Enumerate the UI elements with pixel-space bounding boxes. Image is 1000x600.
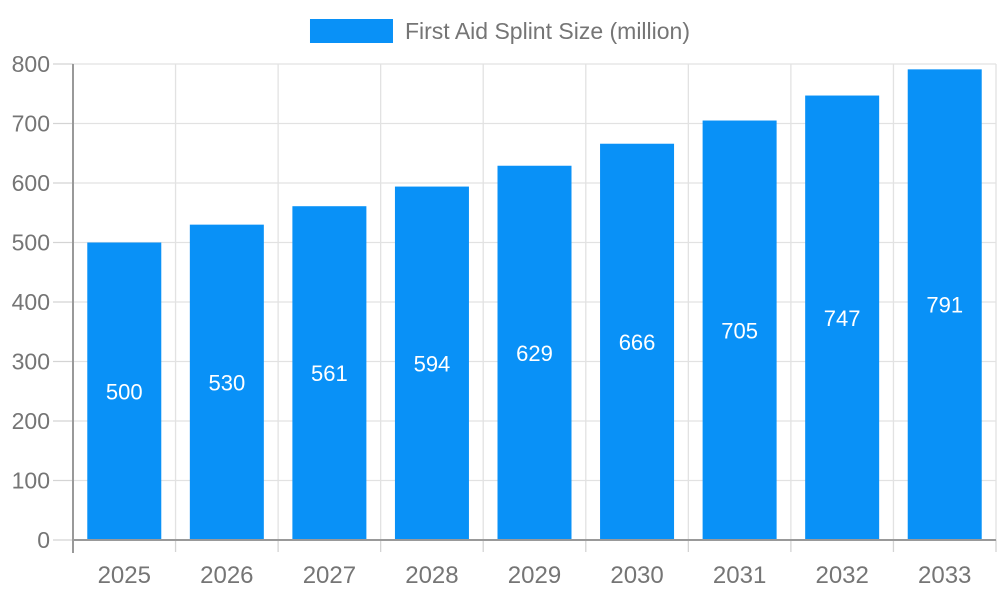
bar-2031 bbox=[702, 120, 777, 541]
bar-2029 bbox=[497, 165, 572, 540]
bar-2033 bbox=[907, 69, 982, 540]
y-tick-label: 600 bbox=[12, 170, 50, 196]
x-tick-label: 2033 bbox=[918, 562, 971, 589]
bar-value-label: 747 bbox=[824, 306, 861, 331]
chart-legend: First Aid Splint Size (million) bbox=[309, 18, 691, 44]
bar-2027 bbox=[292, 206, 367, 540]
y-tick-label: 0 bbox=[37, 527, 50, 553]
x-tick-label: 2031 bbox=[713, 562, 766, 589]
y-tick-label: 500 bbox=[12, 230, 50, 256]
x-tick-label: 2028 bbox=[405, 562, 458, 589]
x-tick-label: 2030 bbox=[610, 562, 663, 589]
x-tick-label: 2032 bbox=[815, 562, 868, 589]
y-tick-label: 300 bbox=[12, 349, 50, 375]
x-tick-label: 2026 bbox=[200, 562, 253, 589]
y-tick-label: 700 bbox=[12, 111, 50, 137]
x-tick-label: 2027 bbox=[303, 562, 356, 589]
bar-2030 bbox=[600, 143, 675, 541]
x-tick-label: 2025 bbox=[98, 562, 151, 589]
x-tick-label: 2029 bbox=[508, 562, 561, 589]
legend-series-label: First Aid Splint Size (million) bbox=[404, 18, 691, 44]
bar-2032 bbox=[805, 95, 880, 540]
y-tick-label: 400 bbox=[12, 289, 50, 315]
bar-value-label: 705 bbox=[721, 318, 758, 343]
legend-color-swatch bbox=[309, 19, 393, 43]
bar-value-label: 666 bbox=[619, 330, 656, 355]
y-tick-label: 800 bbox=[12, 51, 50, 77]
bar-2028 bbox=[394, 186, 469, 540]
bar-value-label: 791 bbox=[926, 293, 963, 318]
bar-value-label: 629 bbox=[516, 341, 553, 366]
bar-2026 bbox=[189, 224, 264, 540]
bar-value-label: 530 bbox=[208, 370, 245, 395]
bar-value-label: 500 bbox=[106, 379, 143, 404]
y-tick-label: 200 bbox=[12, 408, 50, 434]
bar-value-label: 561 bbox=[311, 361, 348, 386]
y-tick-label: 100 bbox=[12, 468, 50, 494]
bar-value-label: 594 bbox=[414, 351, 451, 376]
bar-2025 bbox=[87, 242, 162, 540]
